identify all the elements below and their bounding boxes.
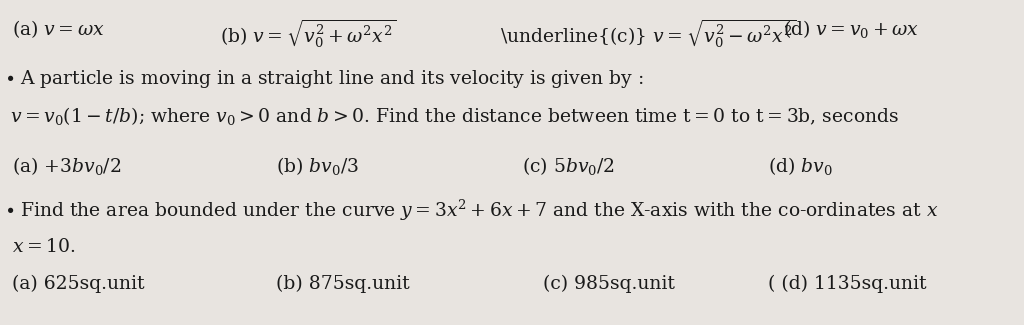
Text: (d) $v=v_0+\omega x$: (d) $v=v_0+\omega x$ bbox=[783, 18, 920, 40]
Text: ( (d) 1135sq.unit: ( (d) 1135sq.unit bbox=[768, 275, 927, 293]
Text: $v=v_0(1-t/b)$; where $v_0>0$ and $b>0$. Find the distance between time t$=0$ to: $v=v_0(1-t/b)$; where $v_0>0$ and $b>0$.… bbox=[10, 105, 899, 127]
Text: (b) $bv_0/3$: (b) $bv_0/3$ bbox=[276, 155, 359, 177]
Text: (b) $v=\sqrt{v_0^2+\omega^2 x^2}$: (b) $v=\sqrt{v_0^2+\omega^2 x^2}$ bbox=[220, 18, 396, 50]
Text: (a) $+3bv_0/2$: (a) $+3bv_0/2$ bbox=[12, 155, 122, 177]
Text: (b) 875sq.unit: (b) 875sq.unit bbox=[276, 275, 410, 293]
Text: (d) $bv_0$: (d) $bv_0$ bbox=[768, 155, 833, 177]
Text: $\bullet$ A particle is moving in a straight line and its velocity is given by :: $\bullet$ A particle is moving in a stra… bbox=[5, 68, 643, 90]
Text: (a) 625sq.unit: (a) 625sq.unit bbox=[12, 275, 144, 293]
Text: $x=10$.: $x=10$. bbox=[12, 238, 76, 256]
Text: (c) $5bv_0/2$: (c) $5bv_0/2$ bbox=[522, 155, 615, 177]
Text: (c) 985sq.unit: (c) 985sq.unit bbox=[543, 275, 675, 293]
Text: $\bullet$ Find the area bounded under the curve $y=3x^2+6x+7$ and the X-axis wit: $\bullet$ Find the area bounded under th… bbox=[5, 198, 939, 223]
Text: \underline{(c)} $v=\sqrt{v_0^2-\omega^2 x^2}$: \underline{(c)} $v=\sqrt{v_0^2-\omega^2 … bbox=[500, 18, 796, 50]
Text: (a) $v=\omega x$: (a) $v=\omega x$ bbox=[12, 18, 105, 40]
